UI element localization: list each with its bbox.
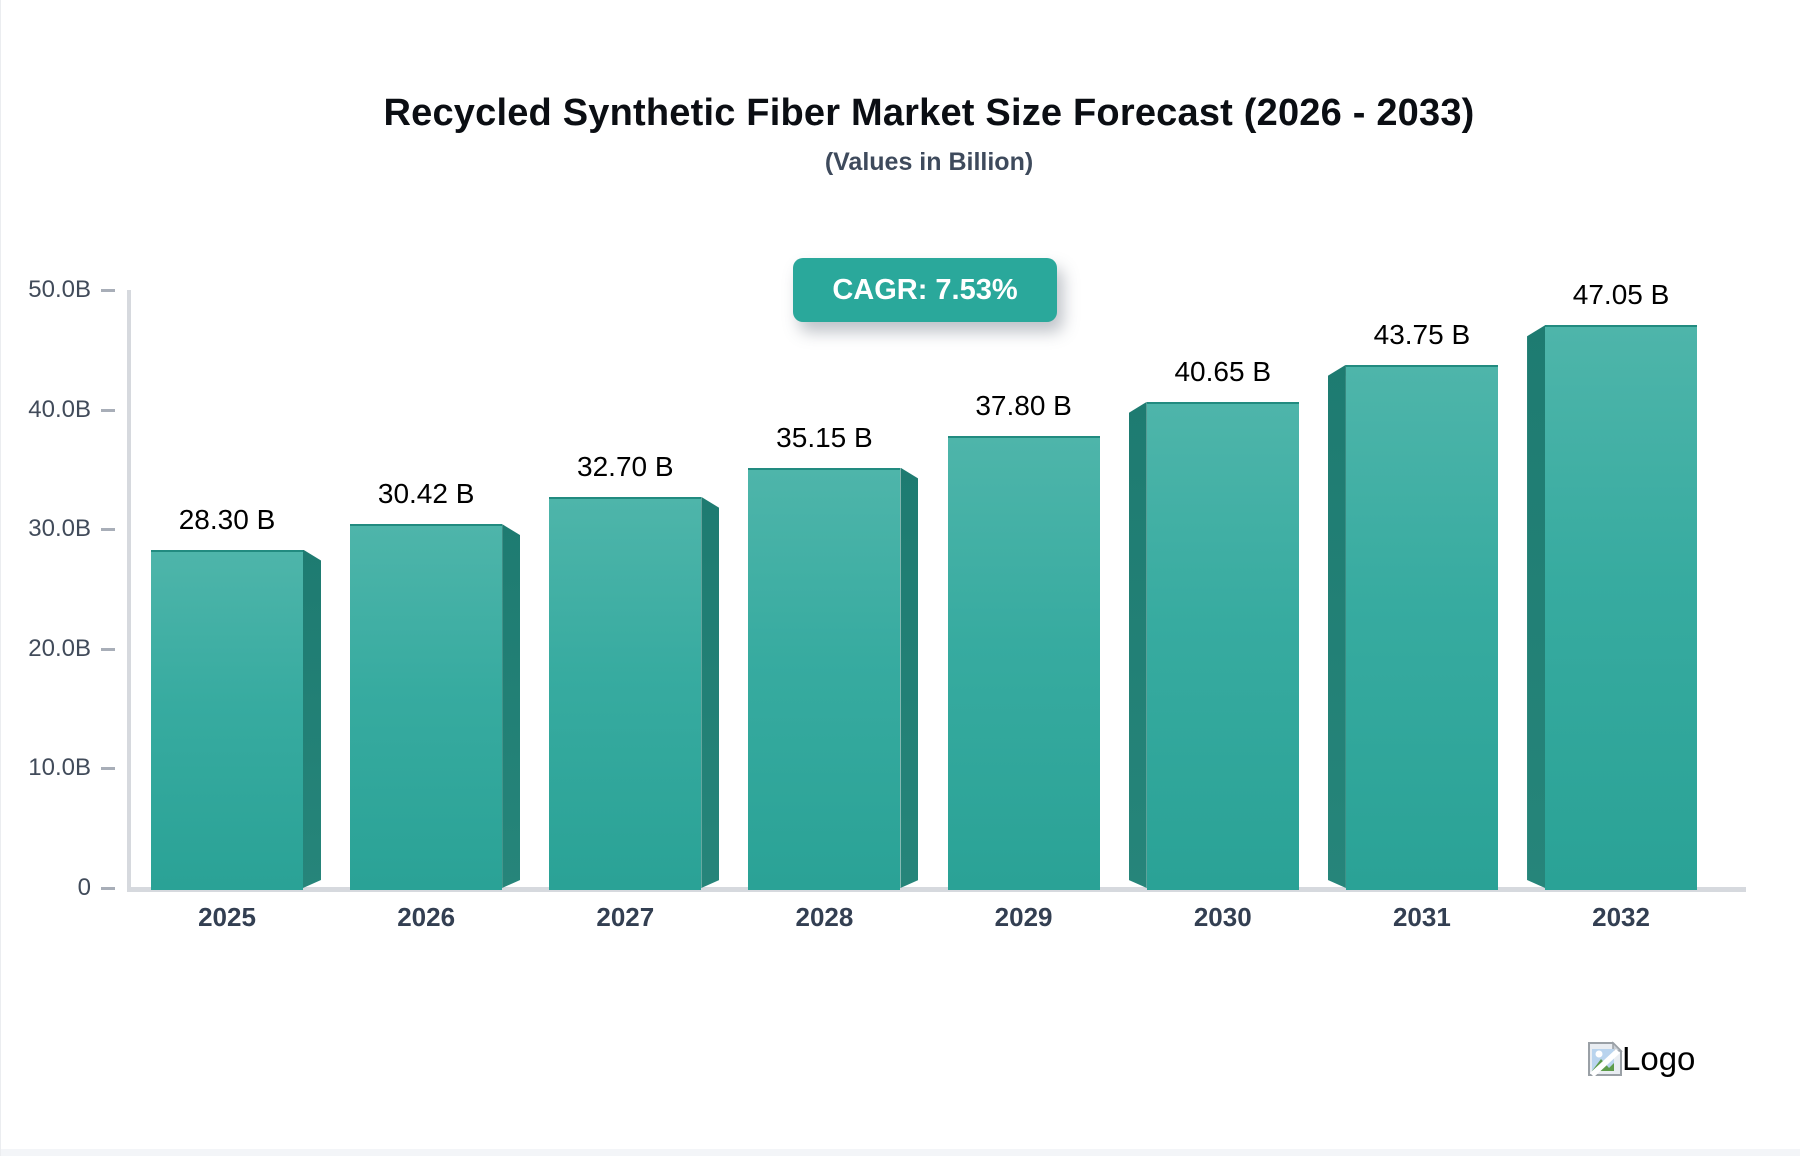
bar-side-face bbox=[701, 497, 719, 888]
x-tick-label: 2030 bbox=[1193, 902, 1252, 932]
bar-value-label: 30.42 B bbox=[377, 478, 475, 510]
bar-value-label: 35.15 B bbox=[776, 421, 873, 453]
y-tick-mark bbox=[101, 887, 115, 890]
x-tick-label: 2027 bbox=[596, 902, 655, 932]
bar bbox=[1345, 364, 1498, 890]
broken-image-icon bbox=[1588, 1041, 1623, 1077]
y-tick-label: 10.0B bbox=[28, 754, 91, 782]
y-tick-label: 40.0B bbox=[28, 395, 91, 423]
bar-side-face bbox=[1527, 325, 1545, 888]
window-bottom-edge bbox=[1, 1149, 1800, 1156]
chart-subtitle: (Values in Billion) bbox=[824, 148, 1034, 176]
y-tick-mark bbox=[101, 289, 115, 292]
logo-alt-text: Logo bbox=[1622, 1040, 1696, 1077]
bar-value-label: 28.30 B bbox=[178, 503, 276, 535]
x-tick-label: 2029 bbox=[994, 902, 1053, 932]
bar-side-face bbox=[1328, 365, 1346, 888]
x-tick-label: 2028 bbox=[795, 902, 854, 932]
bar-side-face bbox=[303, 550, 321, 888]
bar bbox=[549, 496, 702, 890]
cagr-badge-label: CAGR: 7.53% bbox=[832, 273, 1018, 306]
logo: Logo bbox=[1586, 1040, 1695, 1078]
bar-side-face bbox=[1129, 402, 1147, 888]
bar-value-label: 32.70 B bbox=[577, 450, 674, 482]
y-tick-mark bbox=[101, 647, 115, 651]
bar bbox=[947, 435, 1100, 890]
cagr-badge: CAGR: 7.53% bbox=[793, 258, 1057, 322]
bar-value-label: 40.65 B bbox=[1174, 355, 1272, 387]
x-tick-label: 2032 bbox=[1592, 902, 1650, 932]
x-tick-label: 2026 bbox=[397, 902, 456, 932]
x-axis-line bbox=[127, 887, 1746, 892]
y-tick-label: 0 bbox=[77, 874, 91, 901]
y-tick-label: 20.0B bbox=[28, 634, 91, 662]
y-tick-mark bbox=[101, 528, 115, 532]
bar bbox=[1146, 401, 1299, 890]
y-axis-line bbox=[127, 290, 131, 890]
y-tick-mark bbox=[101, 408, 115, 412]
bar-value-label: 37.80 B bbox=[975, 389, 1072, 421]
bar-value-label: 43.75 B bbox=[1373, 318, 1471, 350]
bar-side-face bbox=[900, 468, 918, 888]
bar bbox=[350, 524, 503, 890]
x-tick-label: 2031 bbox=[1392, 902, 1451, 932]
y-tick-label: 50.0B bbox=[28, 276, 91, 303]
y-tick-label: 30.0B bbox=[28, 515, 91, 543]
y-tick-mark bbox=[101, 767, 115, 771]
chart-title: Recycled Synthetic Fiber Market Size For… bbox=[383, 92, 1475, 134]
bar bbox=[748, 467, 901, 890]
bar bbox=[151, 549, 303, 890]
bar-side-face bbox=[502, 524, 520, 888]
bar bbox=[1545, 325, 1698, 890]
x-tick-label: 2025 bbox=[198, 902, 256, 932]
bar-value-label: 47.05 B bbox=[1572, 279, 1670, 311]
